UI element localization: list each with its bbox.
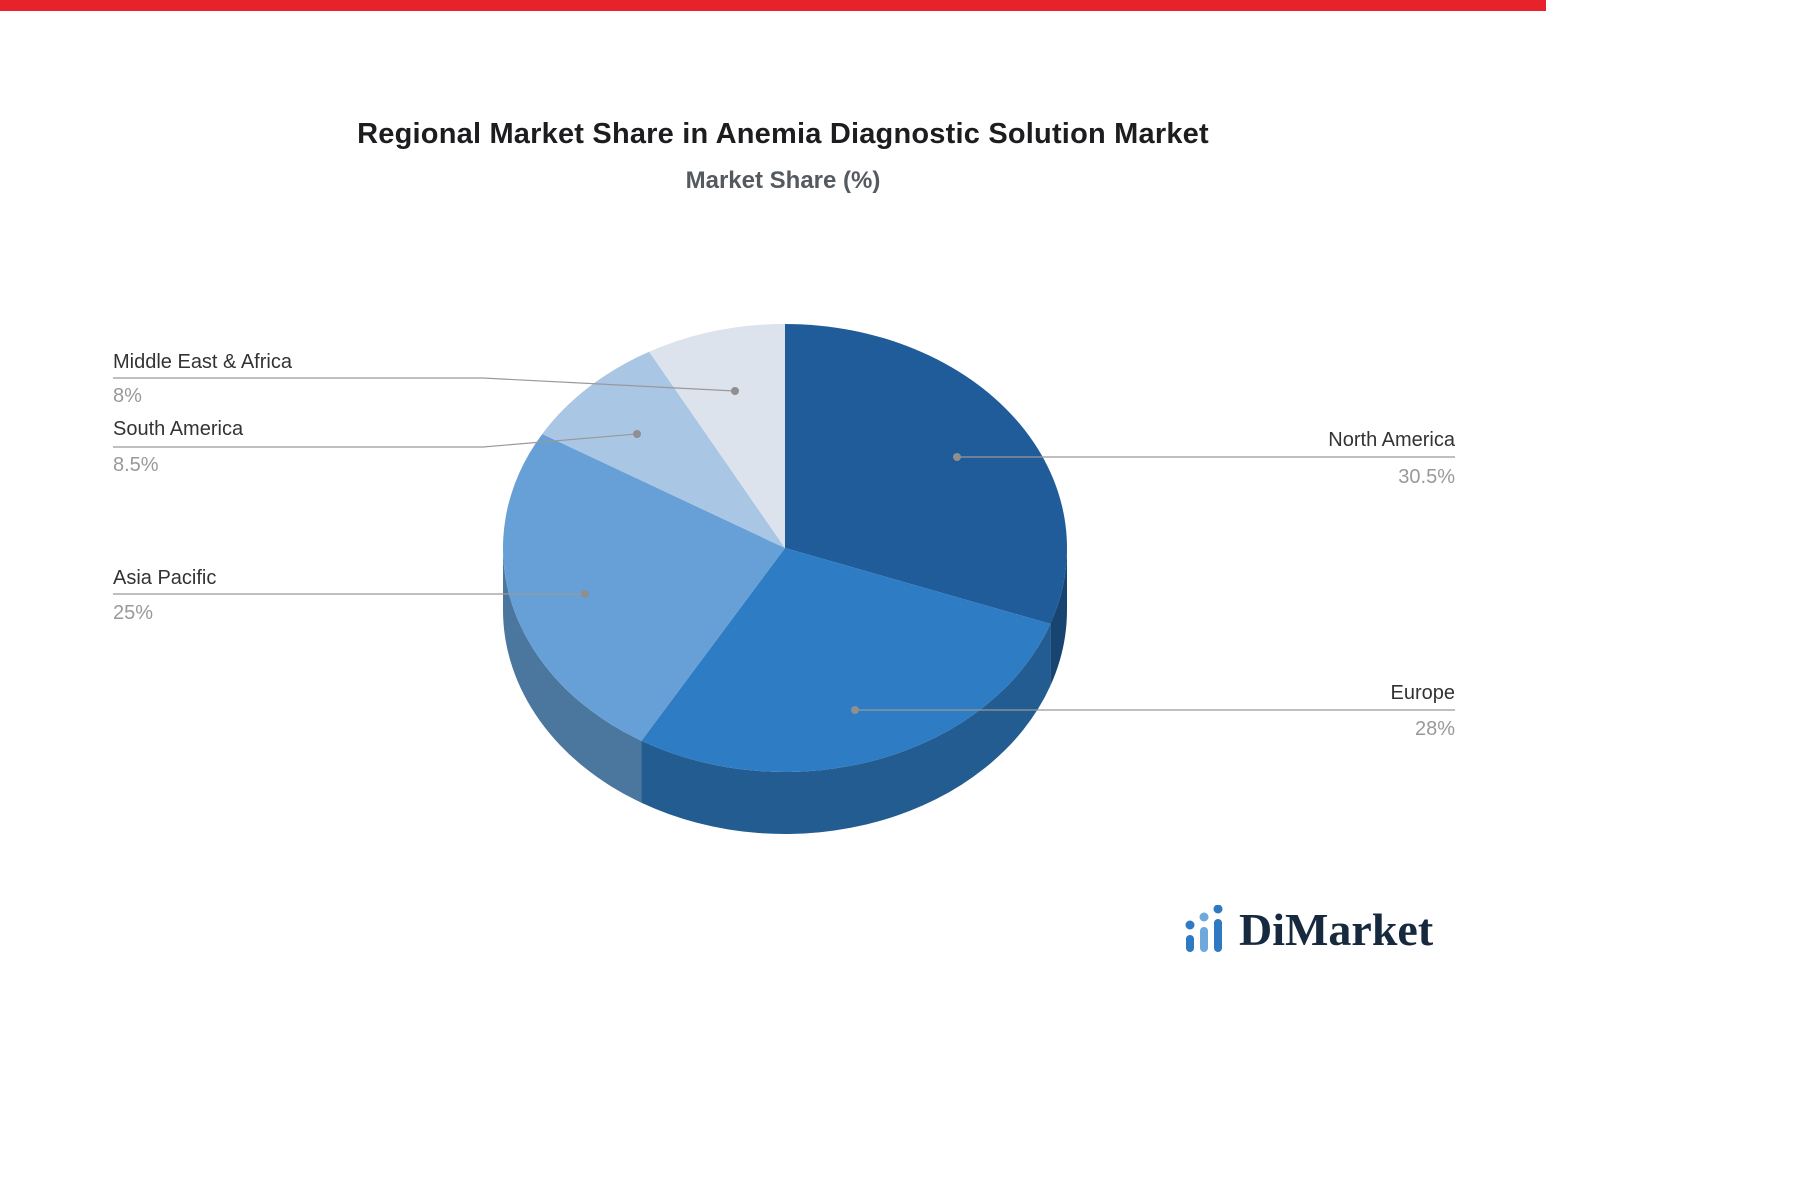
label-asia-pacific: Asia Pacific [113,567,217,589]
pie-slice-asia-pacific[interactable] [502,433,785,741]
value-asia-pacific: 25% [113,602,154,624]
value-europe: 28% [1414,718,1455,740]
label-europe: Europe [1390,682,1456,704]
chart-title: Regional Market Share in Anemia Diagnost… [357,118,1209,150]
pie-slice-side-asia-pacific [503,548,642,803]
leader-line-middle-east-africa [113,377,736,392]
logo-text: DiMarket [1239,904,1434,955]
value-middle-east-africa: 8% [113,385,142,407]
anchor-dot-south-america [633,430,641,438]
leader-line-south-america [113,433,638,448]
chart-subtitle: Market Share (%) [685,167,881,194]
anchor-dot-asia-pacific [581,590,589,598]
anchor-dot-europe [851,706,859,714]
label-middle-east-africa: Middle East & Africa [113,351,292,373]
dimarket-logo: DiMarket [1183,903,1433,956]
top-red-bar [0,0,1546,11]
bar-chart-icon [1185,904,1223,952]
pie-slice-side-north-america [1050,548,1067,686]
pie-slice-europe[interactable] [641,548,1051,772]
label-north-america: North America [1328,429,1455,451]
pie-slice-north-america[interactable] [785,324,1067,624]
pie-slice-side-europe [641,623,1051,835]
value-south-america: 8.5% [113,454,159,476]
value-north-america: 30.5% [1398,466,1455,488]
pie-slice-middle-east-africa[interactable] [649,324,785,548]
anchor-dot-north-america [953,453,961,461]
label-south-america: South America [113,418,244,440]
anchor-dot-middle-east-africa [731,387,739,395]
pie-slice-south-america[interactable] [542,351,785,548]
